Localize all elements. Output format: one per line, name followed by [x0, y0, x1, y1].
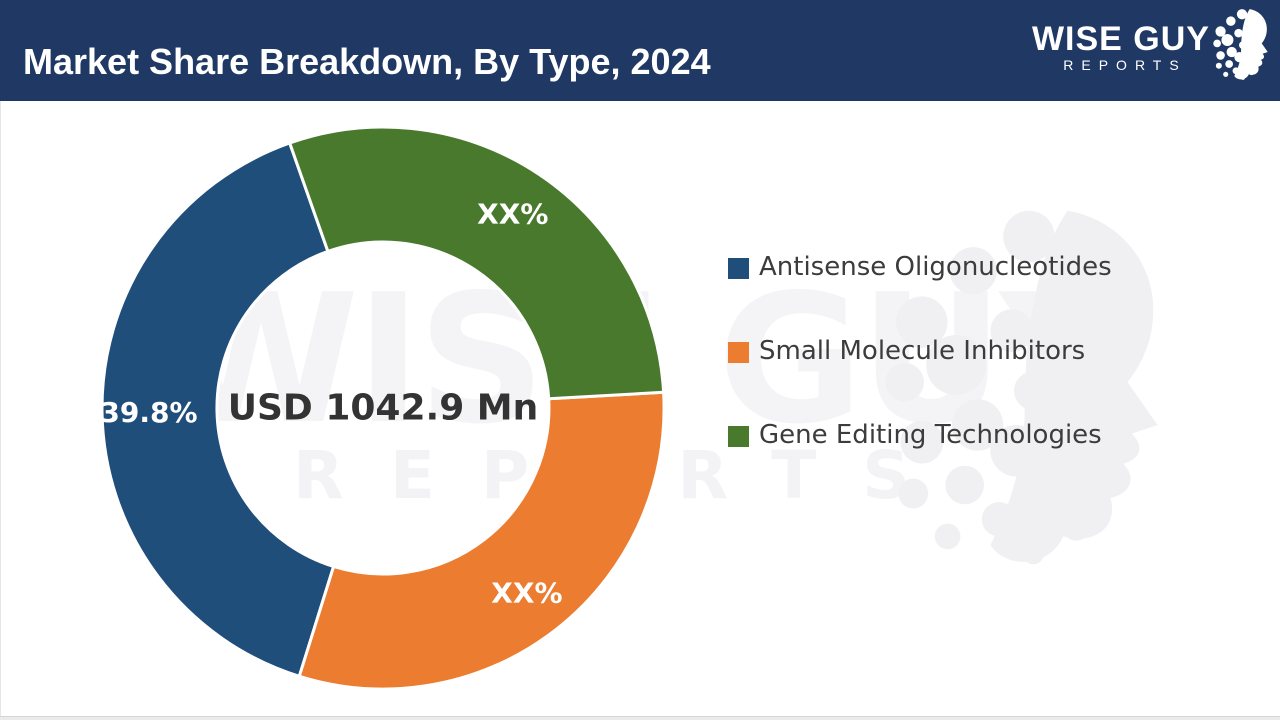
legend-item-gene-editing-technologies: Gene Editing Technologies — [728, 418, 1112, 452]
donut-segment-1 — [297, 390, 666, 691]
legend-swatch-orange — [728, 341, 749, 363]
slice-label-1: XX% — [491, 577, 562, 610]
wise-guy-logo: WISE GUY REPORTS — [1032, 4, 1272, 88]
logo-wordmark: WISE GUY — [1031, 20, 1210, 58]
legend-swatch-blue — [728, 257, 749, 279]
donut-chart: 39.8% XX% XX% — [100, 125, 666, 691]
logo-wordmark-block: WISE GUY REPORTS — [1032, 20, 1210, 72]
legend: Antisense Oligonucleotides Small Molecul… — [728, 250, 1112, 502]
logo-face-icon — [1212, 4, 1272, 88]
legend-item-antisense-oligonucleotides: Antisense Oligonucleotides — [728, 250, 1112, 284]
page-title: Market Share Breakdown, By Type, 2024 — [23, 41, 711, 82]
donut-center-value: USD 1042.9 Mn — [227, 387, 539, 429]
donut-segment-2 — [288, 125, 666, 401]
legend-label: Antisense Oligonucleotides — [759, 252, 1112, 282]
logo-subtext: REPORTS — [1063, 57, 1187, 73]
legend-label: Small Molecule Inhibitors — [759, 336, 1086, 366]
slice-label-0: 39.8% — [100, 396, 197, 429]
chart-area: WISE GUY REPORTS 39.8%XX%XX% USD 1042.9 … — [0, 101, 1280, 716]
footer-strip — [0, 716, 1280, 720]
donut-segment-0 — [100, 141, 336, 678]
legend-label: Gene Editing Technologies — [759, 420, 1102, 450]
legend-item-small-molecule-inhibitors: Small Molecule Inhibitors — [728, 334, 1112, 368]
slice-label-2: XX% — [477, 197, 548, 230]
legend-swatch-green — [728, 425, 749, 447]
header: Market Share Breakdown, By Type, 2024 WI… — [0, 0, 1280, 101]
